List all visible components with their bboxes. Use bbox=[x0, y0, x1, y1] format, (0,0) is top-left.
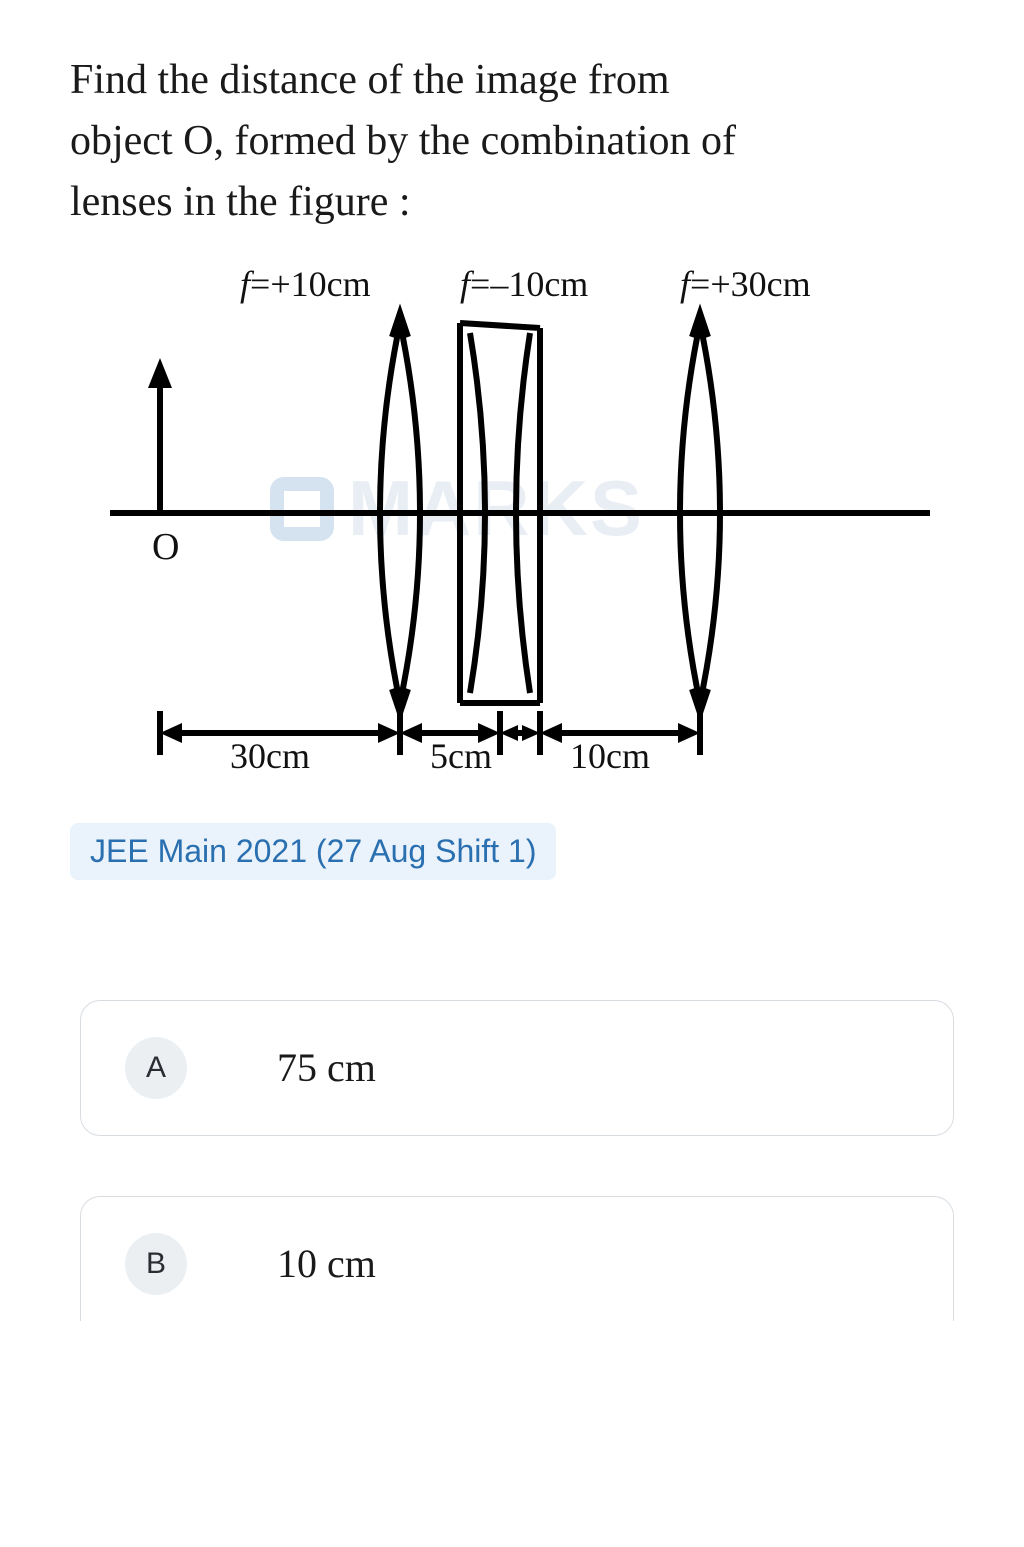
question-page: Find the distance of the image from obje… bbox=[0, 0, 1024, 1361]
question-line-1: Find the distance of the image from bbox=[70, 57, 670, 103]
diagram-svg bbox=[110, 263, 930, 783]
exam-tag: JEE Main 2021 (27 Aug Shift 1) bbox=[70, 823, 556, 880]
lens-diagram: MARKS f=+10cm f=–10cm f=+30cm O 30cm 5cm… bbox=[110, 263, 930, 783]
option-b-text: 10 cm bbox=[277, 1240, 376, 1287]
question-line-2-pre: object bbox=[70, 118, 183, 164]
option-a-letter: A bbox=[125, 1037, 187, 1099]
option-a[interactable]: A 75 cm bbox=[80, 1000, 954, 1136]
question-line-2-post: , formed by the combination of bbox=[213, 118, 736, 164]
object-letter: O bbox=[183, 118, 213, 164]
question-line-3: lenses in the figure : bbox=[70, 179, 411, 225]
question-text: Find the distance of the image from obje… bbox=[70, 50, 964, 233]
option-b-letter: B bbox=[125, 1233, 187, 1295]
option-a-text: 75 cm bbox=[277, 1044, 376, 1091]
options-list: A 75 cm B 10 cm bbox=[70, 1000, 964, 1321]
option-b[interactable]: B 10 cm bbox=[80, 1196, 954, 1321]
